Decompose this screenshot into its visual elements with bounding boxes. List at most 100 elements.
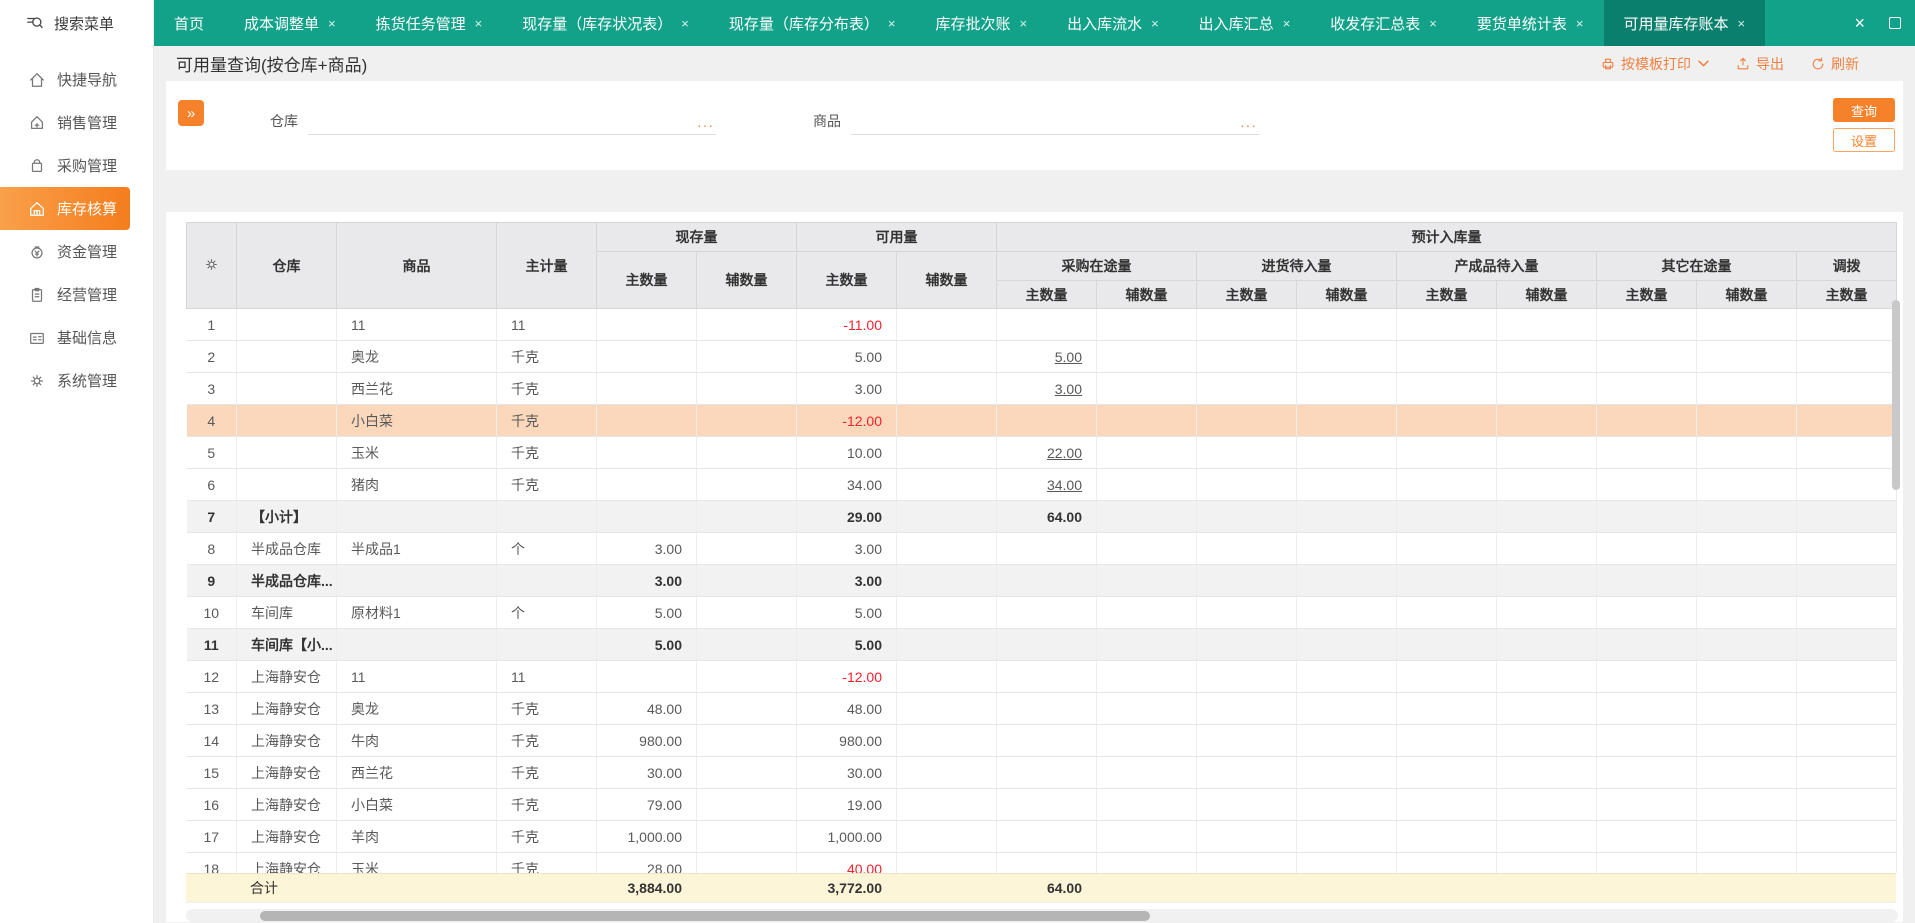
table-row[interactable]: 14 上海静安仓 牛肉 千克 980.00 980.00 (186, 724, 1898, 757)
tab-close-icon[interactable]: × (474, 15, 483, 31)
header-purchase-main[interactable]: 主数量 (996, 280, 1097, 309)
table-row[interactable]: 8 半成品仓库 半成品1 个 3.00 3.00 (186, 532, 1898, 565)
cell-purchase-transit-main[interactable]: 22.00 (996, 436, 1097, 469)
cell-purchase-transit-main[interactable]: 5.00 (996, 340, 1097, 373)
print-by-template-button[interactable]: 按模板打印 (1600, 54, 1709, 74)
cell-available-main: 19.00 (796, 788, 897, 821)
tab-close-icon[interactable]: × (1282, 15, 1291, 31)
query-button[interactable]: 查询 (1833, 98, 1895, 122)
table-row[interactable]: 6 猪肉 千克 34.00 34.00 (186, 468, 1898, 501)
tab-首页[interactable]: 首页 (154, 0, 224, 46)
header-finished-main[interactable]: 主数量 (1396, 280, 1497, 309)
cell-on-hand-main: 48.00 (596, 692, 697, 725)
tab-close-icon[interactable]: × (1019, 15, 1028, 31)
cell-qty (1296, 724, 1397, 757)
header-available-main[interactable]: 主数量 (796, 251, 897, 309)
chevron-down-icon[interactable] (1698, 60, 1709, 67)
sidebar-item-经营管理[interactable]: 经营管理 (0, 273, 153, 316)
maximize-icon[interactable] (1889, 17, 1901, 29)
refresh-button[interactable]: 刷新 (1810, 54, 1859, 74)
cell-qty (1096, 660, 1197, 693)
table-row[interactable]: 10 车间库 原材料1 个 5.00 5.00 (186, 596, 1898, 629)
sidebar-item-资金管理[interactable]: 资金管理 (0, 230, 153, 273)
table-row[interactable]: 18 上海静安仓 玉米 千克 28.00 40.00 (186, 852, 1898, 873)
product-input[interactable]: ··· (851, 111, 1259, 135)
header-available-aux[interactable]: 辅数量 (896, 251, 997, 309)
tab-label: 出入库流水 (1067, 15, 1143, 33)
tab-close-icon[interactable]: × (681, 15, 689, 31)
horizontal-scrollbar[interactable] (186, 909, 1898, 922)
tab-出入库流水[interactable]: 出入库流水 × (1047, 0, 1179, 46)
table-row[interactable]: 16 上海静安仓 小白菜 千克 79.00 19.00 (186, 788, 1898, 821)
tab-成本调整单[interactable]: 成本调整单 × (224, 0, 356, 46)
tab-库存批次账[interactable]: 库存批次账 × (915, 0, 1047, 46)
horizontal-scrollbar-thumb[interactable] (260, 910, 1150, 921)
cell-on-hand-main (596, 372, 697, 405)
tab-close-icon[interactable]: × (328, 15, 336, 31)
settings-button[interactable]: 设置 (1833, 128, 1895, 152)
warehouse-lookup-icon[interactable]: ··· (697, 117, 714, 133)
sidebar-item-基础信息[interactable]: 基础信息 (0, 316, 153, 359)
sidebar-item-销售管理[interactable]: 销售管理 (0, 101, 153, 144)
sidebar-item-库存核算[interactable]: 库存核算 (0, 187, 130, 230)
cell-purchase-transit-main[interactable]: 34.00 (996, 468, 1097, 501)
table-row[interactable]: 1 11 11 -11.00 (186, 308, 1898, 341)
header-product[interactable]: 商品 (336, 222, 497, 309)
header-purchase-aux[interactable]: 辅数量 (1096, 280, 1197, 309)
table-row[interactable]: 12 上海静安仓 11 11 -12.00 (186, 660, 1898, 693)
table-row[interactable]: 13 上海静安仓 奥龙 千克 48.00 48.00 (186, 692, 1898, 725)
vertical-scrollbar-thumb[interactable] (1892, 300, 1900, 490)
table-row[interactable]: 3 西兰花 千克 3.00 3.00 (186, 372, 1898, 405)
tab-出入库汇总[interactable]: 出入库汇总 × (1179, 0, 1311, 46)
tab-现存量（库存分布表）[interactable]: 现存量（库存分布表） × (709, 0, 916, 46)
collapse-filters-button[interactable]: » (178, 100, 204, 126)
tab-可用量库存账本[interactable]: 可用量库存账本 × (1603, 0, 1766, 46)
cell-row-number: 1 (186, 308, 237, 341)
table-row[interactable]: 15 上海静安仓 西兰花 千克 30.00 30.00 (186, 756, 1898, 789)
column-settings-header[interactable] (186, 222, 237, 309)
tab-close-icon[interactable]: × (1575, 15, 1584, 31)
header-other-aux[interactable]: 辅数量 (1696, 280, 1797, 309)
table-row[interactable]: 2 奥龙 千克 5.00 5.00 (186, 340, 1898, 373)
cell-purchase-transit-main[interactable]: 3.00 (996, 372, 1097, 405)
cell-available-main: 1,000.00 (796, 820, 897, 853)
header-on-hand-main[interactable]: 主数量 (596, 251, 697, 309)
tab-要货单统计表[interactable]: 要货单统计表 × (1457, 0, 1604, 46)
header-on-hand-aux[interactable]: 辅数量 (696, 251, 797, 309)
sidebar-item-快捷导航[interactable]: 快捷导航 (0, 58, 153, 101)
cell-qty (1496, 756, 1597, 789)
sidebar-item-采购管理[interactable]: 采购管理 (0, 144, 153, 187)
table-row[interactable]: 7 【小计】 29.00 64.00 (186, 500, 1898, 533)
warehouse-input[interactable]: ··· (308, 111, 716, 135)
table-row[interactable]: 17 上海静安仓 羊肉 千克 1,000.00 1,000.00 (186, 820, 1898, 853)
table-row[interactable]: 4 小白菜 千克 -12.00 (186, 404, 1898, 437)
header-finished-aux[interactable]: 辅数量 (1496, 280, 1597, 309)
header-transfer-main[interactable]: 主数量 (1795, 280, 1898, 309)
cell-qty (1396, 372, 1497, 405)
cell-product: 11 (336, 660, 497, 693)
cell-qty (696, 500, 797, 533)
table-row[interactable]: 9 半成品仓库... 3.00 3.00 (186, 564, 1898, 597)
tab-close-icon[interactable]: × (887, 15, 896, 31)
export-button[interactable]: 导出 (1735, 54, 1784, 74)
table-row[interactable]: 5 玉米 千克 10.00 22.00 (186, 436, 1898, 469)
cell-qty (1196, 404, 1297, 437)
header-inbound-aux[interactable]: 辅数量 (1296, 280, 1397, 309)
tab-close-icon[interactable]: × (1429, 15, 1437, 31)
header-other-main[interactable]: 主数量 (1596, 280, 1697, 309)
close-all-icon[interactable]: × (1854, 12, 1865, 33)
tab-收发存汇总表[interactable]: 收发存汇总表 × (1310, 0, 1457, 46)
cell-warehouse: 上海静安仓 (236, 660, 337, 693)
sidebar-item-系统管理[interactable]: 系统管理 (0, 359, 153, 402)
table-row[interactable]: 11 车间库【小... 5.00 5.00 (186, 628, 1898, 661)
tab-close-icon[interactable]: × (1737, 15, 1746, 31)
tab-close-icon[interactable]: × (1151, 15, 1159, 31)
header-inbound-main[interactable]: 主数量 (1196, 280, 1297, 309)
tab-拣货任务管理[interactable]: 拣货任务管理 × (356, 0, 503, 46)
cell-qty (1396, 404, 1497, 437)
tab-现存量（库存状况表）[interactable]: 现存量（库存状况表） × (502, 0, 709, 46)
search-menu[interactable]: 搜索菜单 (0, 0, 153, 46)
header-unit[interactable]: 主计量 (496, 222, 597, 309)
product-lookup-icon[interactable]: ··· (1240, 117, 1257, 133)
header-warehouse[interactable]: 仓库 (236, 222, 337, 309)
